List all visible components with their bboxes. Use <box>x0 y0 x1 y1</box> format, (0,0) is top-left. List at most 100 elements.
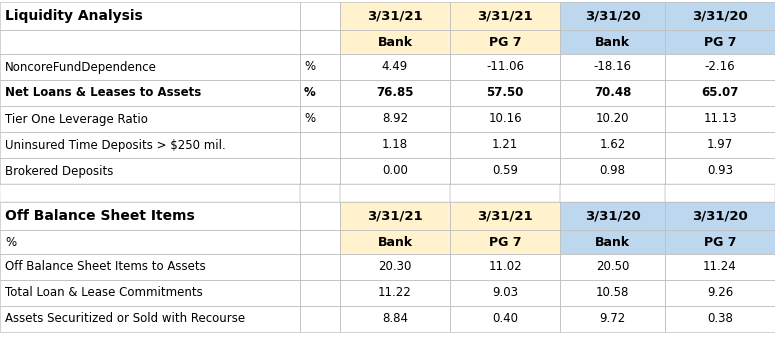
Bar <box>665 280 775 306</box>
Bar <box>0 2 300 30</box>
Bar <box>300 280 340 306</box>
Text: Off Balance Sheet Items: Off Balance Sheet Items <box>5 209 195 223</box>
Text: PG 7: PG 7 <box>704 36 736 49</box>
Text: 0.98: 0.98 <box>600 165 625 177</box>
Bar <box>665 132 775 158</box>
Bar <box>340 202 560 230</box>
Bar <box>0 54 775 80</box>
Bar <box>665 158 775 184</box>
Bar <box>340 80 450 106</box>
Bar <box>665 254 775 280</box>
Bar <box>0 184 775 202</box>
Text: 3/31/21: 3/31/21 <box>367 210 423 222</box>
Bar <box>665 230 775 254</box>
Bar <box>665 54 775 80</box>
Bar <box>340 132 450 158</box>
Bar <box>340 280 450 306</box>
Text: 11.22: 11.22 <box>378 287 412 300</box>
Text: 0.38: 0.38 <box>707 312 733 325</box>
Bar <box>0 158 300 184</box>
Bar <box>560 2 665 30</box>
Bar <box>665 80 775 106</box>
Bar <box>300 30 340 54</box>
Text: Liquidity Analysis: Liquidity Analysis <box>5 9 143 23</box>
Text: Bank: Bank <box>377 235 412 248</box>
Bar <box>665 184 775 202</box>
Text: 3/31/21: 3/31/21 <box>477 9 533 22</box>
Text: 8.84: 8.84 <box>382 312 408 325</box>
Bar <box>560 230 665 254</box>
Text: 1.18: 1.18 <box>382 139 408 152</box>
Bar <box>300 254 340 280</box>
Text: -2.16: -2.16 <box>704 60 735 73</box>
Text: PG 7: PG 7 <box>489 36 522 49</box>
Bar <box>0 254 775 280</box>
Text: 9.03: 9.03 <box>492 287 518 300</box>
Text: 3/31/20: 3/31/20 <box>692 9 748 22</box>
Text: Total Loan & Lease Commitments: Total Loan & Lease Commitments <box>5 287 203 300</box>
Bar <box>0 202 340 230</box>
Bar <box>0 54 300 80</box>
Text: 65.07: 65.07 <box>701 86 739 99</box>
Bar <box>300 2 340 30</box>
Bar <box>0 106 300 132</box>
Bar <box>450 54 560 80</box>
Text: Net Loans & Leases to Assets: Net Loans & Leases to Assets <box>5 86 202 99</box>
Bar <box>0 306 775 332</box>
Text: 76.85: 76.85 <box>376 86 414 99</box>
Bar <box>0 158 775 184</box>
Bar <box>450 106 560 132</box>
Text: -11.06: -11.06 <box>486 60 524 73</box>
Bar <box>340 30 560 54</box>
Bar <box>340 2 560 30</box>
Bar <box>340 184 450 202</box>
Bar <box>0 132 300 158</box>
Bar <box>560 230 775 254</box>
Text: 9.72: 9.72 <box>599 312 625 325</box>
Bar <box>0 2 340 30</box>
Bar <box>560 202 775 230</box>
Text: 1.62: 1.62 <box>599 139 625 152</box>
Bar <box>340 106 450 132</box>
Bar <box>340 254 450 280</box>
Bar <box>450 2 560 30</box>
Bar <box>560 184 665 202</box>
Bar <box>0 280 775 306</box>
Bar <box>665 30 775 54</box>
Bar <box>0 306 300 332</box>
Text: PG 7: PG 7 <box>489 235 522 248</box>
Text: 8.92: 8.92 <box>382 112 408 126</box>
Bar <box>300 184 340 202</box>
Bar <box>560 54 665 80</box>
Text: Bank: Bank <box>595 235 630 248</box>
Bar <box>340 202 450 230</box>
Bar <box>450 158 560 184</box>
Bar <box>665 106 775 132</box>
Bar <box>0 132 775 158</box>
Bar <box>450 202 560 230</box>
Bar <box>560 30 665 54</box>
Bar <box>560 106 665 132</box>
Bar <box>560 30 775 54</box>
Text: 3/31/21: 3/31/21 <box>367 9 423 22</box>
Text: 11.13: 11.13 <box>703 112 737 126</box>
Bar <box>300 230 340 254</box>
Bar <box>450 254 560 280</box>
Text: 3/31/20: 3/31/20 <box>692 210 748 222</box>
Bar <box>560 158 665 184</box>
Text: 20.50: 20.50 <box>596 261 629 274</box>
Text: %: % <box>304 86 315 99</box>
Bar <box>340 230 450 254</box>
Bar <box>450 132 560 158</box>
Text: 1.21: 1.21 <box>492 139 518 152</box>
Bar <box>450 80 560 106</box>
Bar <box>560 202 665 230</box>
Text: Bank: Bank <box>595 36 630 49</box>
Bar <box>560 80 665 106</box>
Bar <box>0 30 300 54</box>
Text: 10.20: 10.20 <box>596 112 629 126</box>
Text: 4.49: 4.49 <box>382 60 408 73</box>
Text: 0.59: 0.59 <box>492 165 518 177</box>
Bar <box>0 106 775 132</box>
Bar <box>450 30 560 54</box>
